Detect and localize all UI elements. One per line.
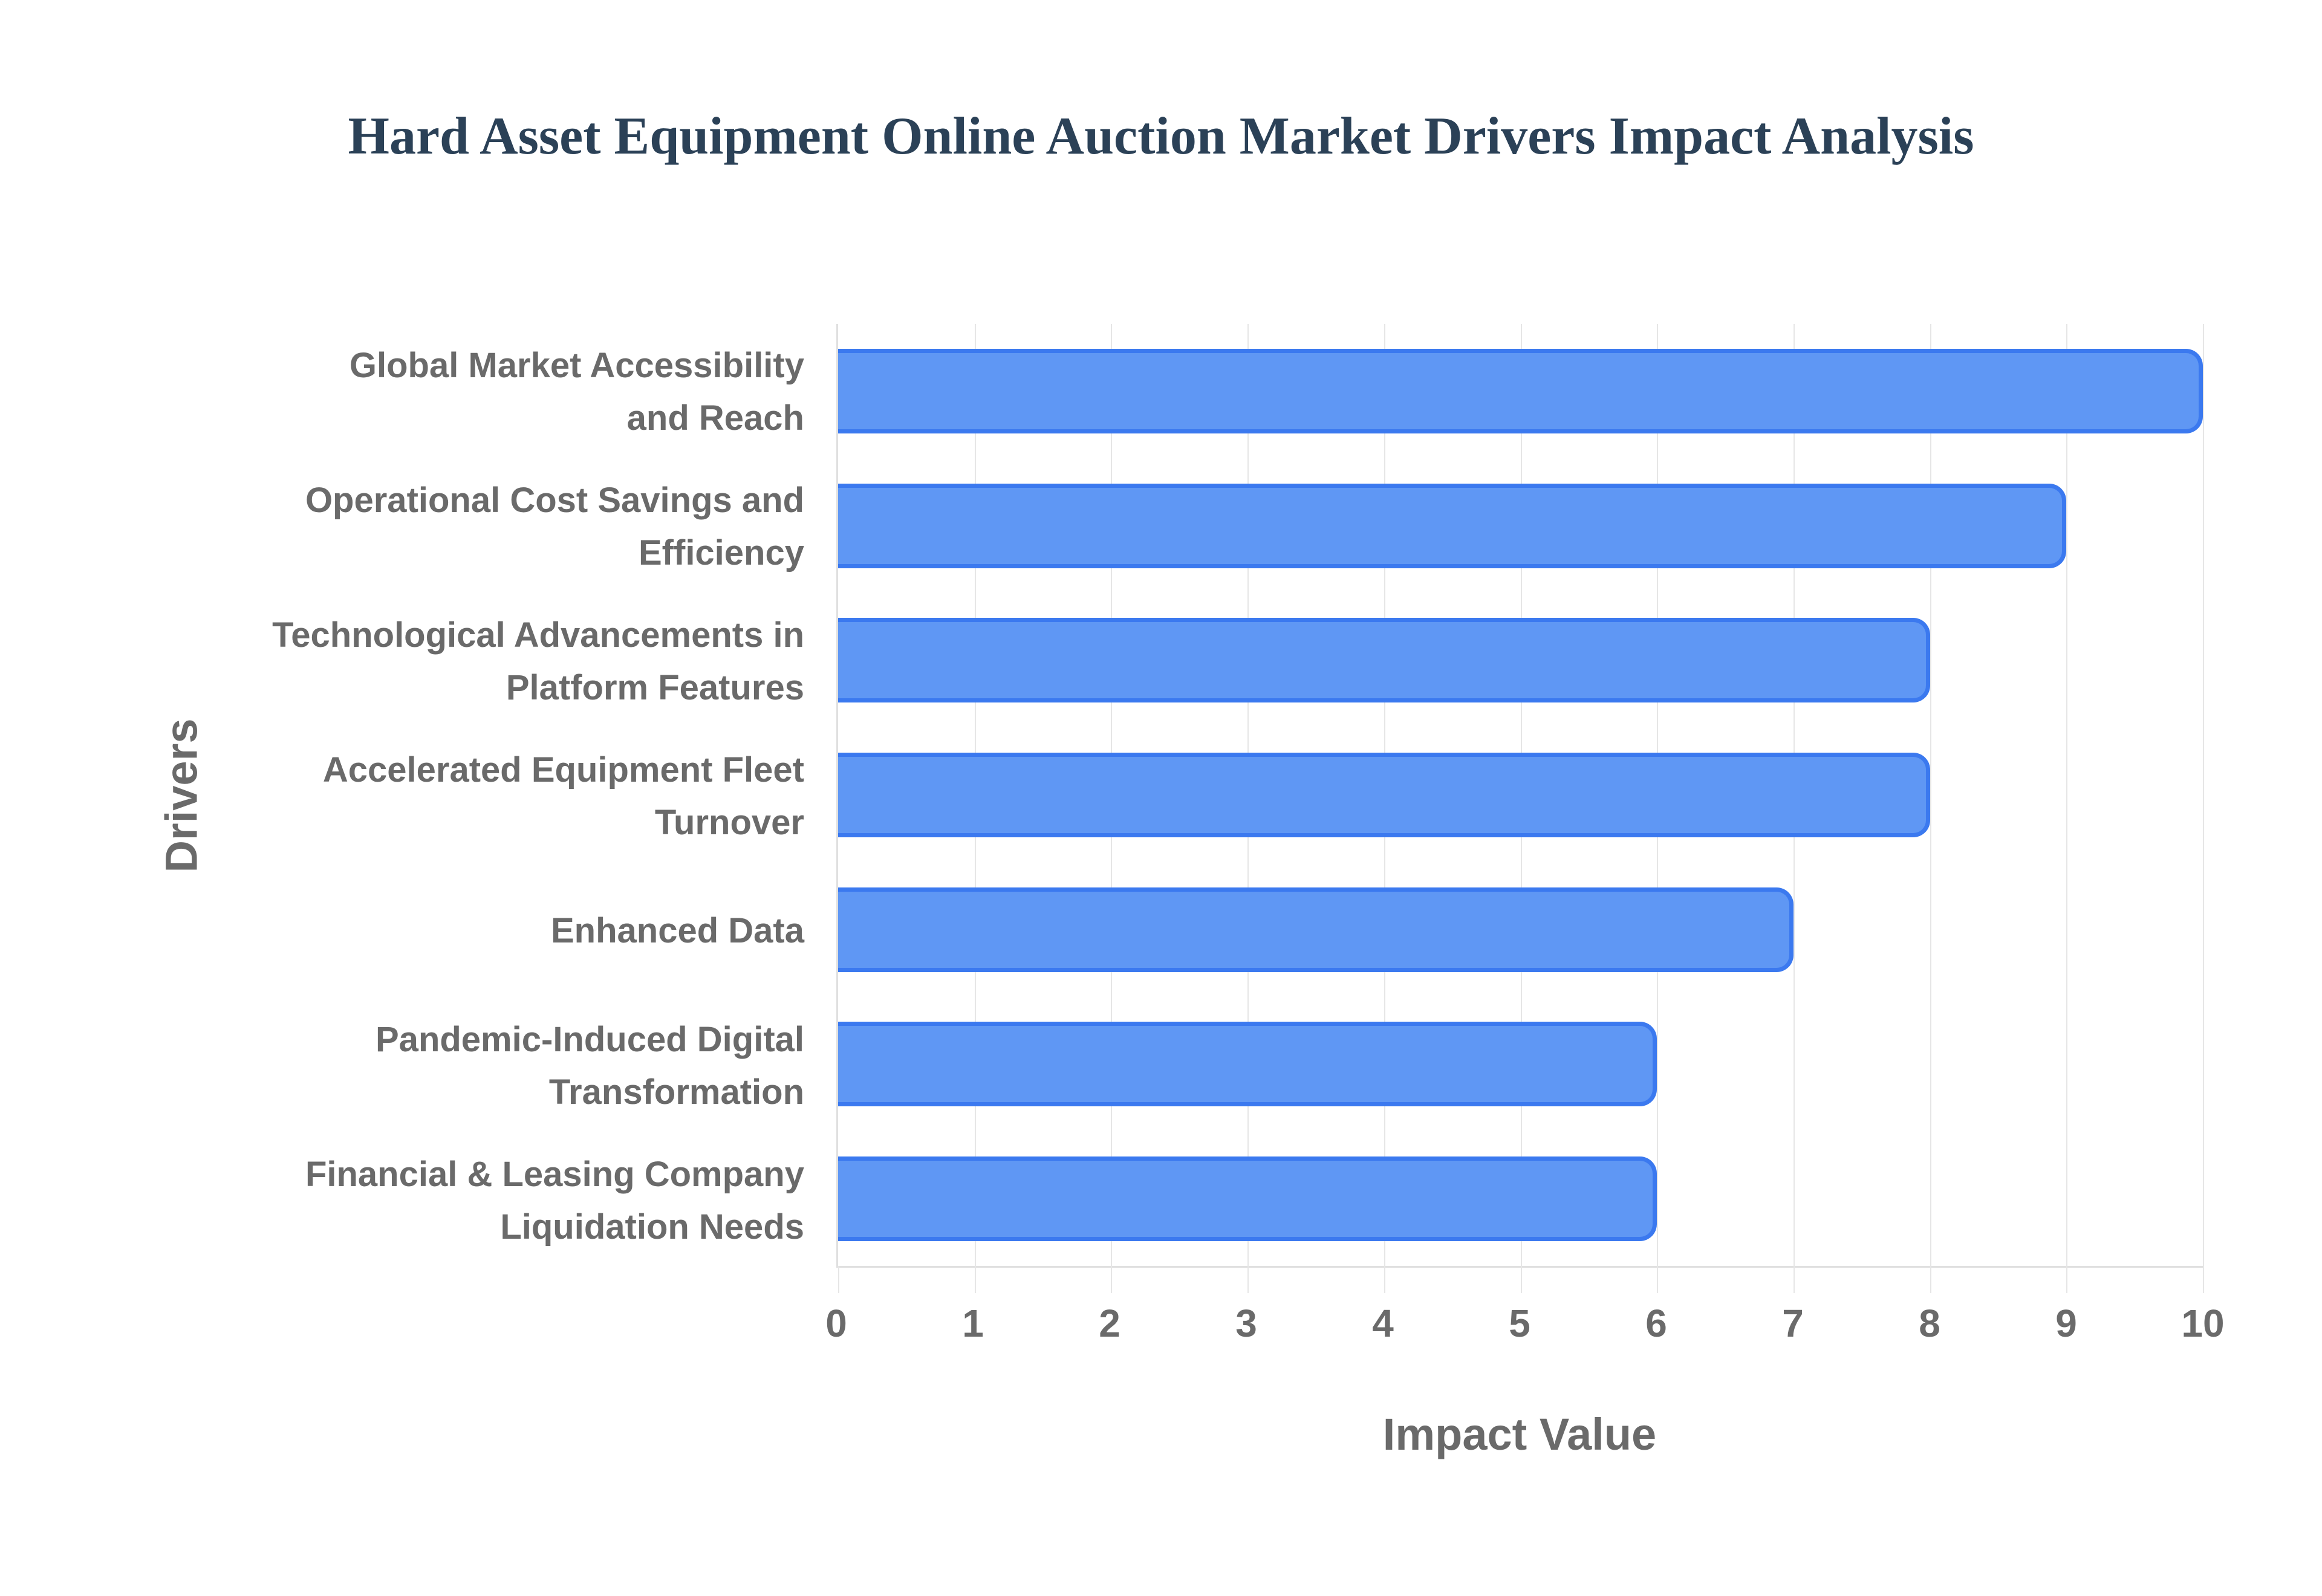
category-label-line: Enhanced Data bbox=[551, 911, 804, 950]
category-label-line: Global Market Accessibility bbox=[349, 345, 804, 385]
category-label: Financial & Leasing Company Liquidation N… bbox=[200, 1133, 804, 1268]
bar-2[interactable] bbox=[838, 483, 2067, 568]
bar-6[interactable] bbox=[838, 1022, 1657, 1107]
x-tick-label-8: 8 bbox=[1919, 1302, 1940, 1345]
x-tick-label-0: 0 bbox=[825, 1302, 847, 1345]
x-tick-label-10: 10 bbox=[2181, 1302, 2225, 1345]
bar-7[interactable] bbox=[838, 1156, 1657, 1241]
gridline-10 bbox=[2203, 324, 2204, 1293]
gridline-8 bbox=[1930, 324, 1931, 1293]
category-label: Accelerated Equipment Fleet Turnover bbox=[200, 728, 804, 863]
category-label-line: Efficiency bbox=[639, 533, 804, 573]
x-axis-ticks: 0 1 2 3 4 5 6 7 8 9 10 bbox=[825, 1301, 2224, 1355]
bar-series bbox=[838, 324, 2203, 1266]
x-tick-label-6: 6 bbox=[1645, 1302, 1667, 1345]
x-tick-label-4: 4 bbox=[1372, 1302, 1394, 1345]
category-label-line: Financial & Leasing Company bbox=[305, 1154, 804, 1194]
bar-row bbox=[838, 997, 2203, 1132]
category-label-line: Pandemic-Induced Digital bbox=[376, 1019, 804, 1059]
category-label: Technological Advancements in Platform Fe… bbox=[200, 594, 804, 728]
bar-row bbox=[838, 324, 2203, 459]
chart-title: Hard Asset Equipment Online Auction Mark… bbox=[348, 107, 1974, 166]
bar-row bbox=[838, 862, 2203, 997]
x-axis-title: Impact Value bbox=[1382, 1409, 1657, 1459]
bar-row bbox=[838, 728, 2203, 863]
category-label-line: and Reach bbox=[626, 398, 804, 438]
category-label: Global Market Accessibility and Reach bbox=[200, 324, 804, 459]
category-label: Pandemic-Induced Digital Transformation bbox=[200, 998, 804, 1133]
x-tick-label-7: 7 bbox=[1782, 1302, 1804, 1345]
category-label-line: Accelerated Equipment Fleet bbox=[322, 750, 804, 790]
x-tick-label-2: 2 bbox=[1099, 1302, 1120, 1345]
bar-row bbox=[838, 1131, 2203, 1266]
category-label-line: Platform Features bbox=[506, 667, 804, 707]
bar-row bbox=[838, 593, 2203, 728]
bar-5[interactable] bbox=[838, 887, 1794, 972]
category-label-line: Technological Advancements in bbox=[272, 615, 804, 655]
gridline-9 bbox=[2066, 324, 2068, 1293]
x-tick-label-9: 9 bbox=[2055, 1302, 2077, 1345]
gridline-0 bbox=[838, 1266, 839, 1293]
x-tick-label-3: 3 bbox=[1235, 1302, 1257, 1345]
bar-1[interactable] bbox=[838, 349, 2203, 434]
category-label: Enhanced Data bbox=[200, 863, 804, 998]
bar-row bbox=[838, 459, 2203, 594]
category-label: Operational Cost Savings and Efficiency bbox=[200, 459, 804, 594]
plot-area bbox=[836, 324, 2204, 1293]
category-label-line: Turnover bbox=[654, 802, 804, 842]
bar-3[interactable] bbox=[838, 618, 1930, 703]
x-tick-label-5: 5 bbox=[1509, 1302, 1530, 1345]
bar-4[interactable] bbox=[838, 753, 1930, 838]
category-label-line: Operational Cost Savings and bbox=[305, 480, 804, 520]
category-label-line: Liquidation Needs bbox=[500, 1207, 804, 1247]
x-tick-label-1: 1 bbox=[962, 1302, 984, 1345]
category-label-line: Transformation bbox=[548, 1072, 804, 1112]
category-axis-labels: Global Market Accessibility and Reach Oper… bbox=[200, 324, 804, 1268]
